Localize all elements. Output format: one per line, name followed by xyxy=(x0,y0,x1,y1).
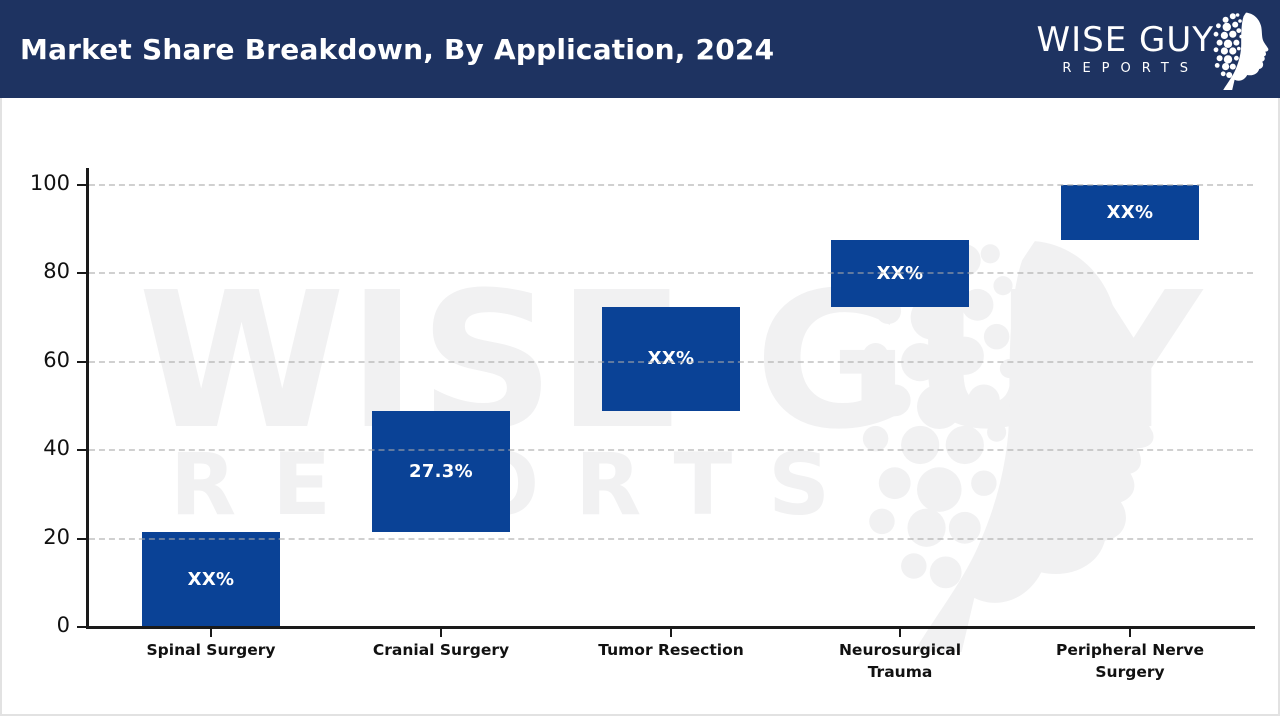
x-tick-mark xyxy=(670,629,672,637)
wiseguy-logo-text: WISE GUY REPORTS xyxy=(1036,23,1214,76)
y-tick-mark xyxy=(77,184,86,186)
y-tick-mark xyxy=(77,272,86,275)
y-tick-label: 60 xyxy=(43,347,70,372)
header-bar: Market Share Breakdown, By Application, … xyxy=(0,0,1280,98)
y-tick-label: 40 xyxy=(43,436,70,461)
page-title: Market Share Breakdown, By Application, … xyxy=(20,32,775,66)
wiseguy-logo: WISE GUY REPORTS xyxy=(1036,4,1270,94)
y-tick-label: 80 xyxy=(43,259,70,284)
y-tick-mark xyxy=(77,537,86,540)
x-category-label: Tumor Resection xyxy=(598,641,744,659)
bar-segment: XX% xyxy=(602,306,740,412)
bar-value-label: XX% xyxy=(187,568,235,590)
wiseguy-logo-subword: REPORTS xyxy=(1062,60,1200,76)
y-axis-line xyxy=(86,168,89,629)
y-tick-mark xyxy=(77,626,86,628)
y-tick-mark xyxy=(77,360,86,363)
x-category-label: Spinal Surgery xyxy=(146,641,276,659)
x-tick-mark xyxy=(440,629,442,637)
bar-value-label: 27.3% xyxy=(409,461,473,483)
chart-frame-border xyxy=(0,98,1280,716)
bar-segment: XX% xyxy=(142,531,280,627)
bar-segment: XX% xyxy=(1061,185,1199,240)
gridline xyxy=(89,360,1253,363)
x-tick-mark xyxy=(899,629,901,637)
y-tick-mark xyxy=(77,449,86,452)
x-tick-mark xyxy=(1129,629,1131,637)
bar-value-label: XX% xyxy=(1106,201,1154,223)
x-tick-mark xyxy=(210,629,212,637)
y-tick-label: 20 xyxy=(43,524,70,549)
gridline xyxy=(89,449,1253,452)
x-category-label: Peripheral Nerve Surgery xyxy=(1055,641,1205,681)
gridline xyxy=(89,537,1253,540)
y-tick-label: 100 xyxy=(29,171,70,195)
x-category-label: Cranial Surgery xyxy=(372,641,510,659)
y-tick-label: 0 xyxy=(56,613,70,637)
gridline xyxy=(89,184,1253,186)
wiseguy-head-logo-icon xyxy=(1210,9,1270,90)
bar-value-label: XX% xyxy=(647,348,695,370)
x-category-label: Neurosurgical Trauma xyxy=(838,641,962,681)
bar-segment: 27.3% xyxy=(372,411,510,532)
gridline xyxy=(89,272,1253,275)
wiseguy-logo-wordmark: WISE GUY xyxy=(1036,19,1214,60)
x-axis-line xyxy=(86,626,1255,629)
